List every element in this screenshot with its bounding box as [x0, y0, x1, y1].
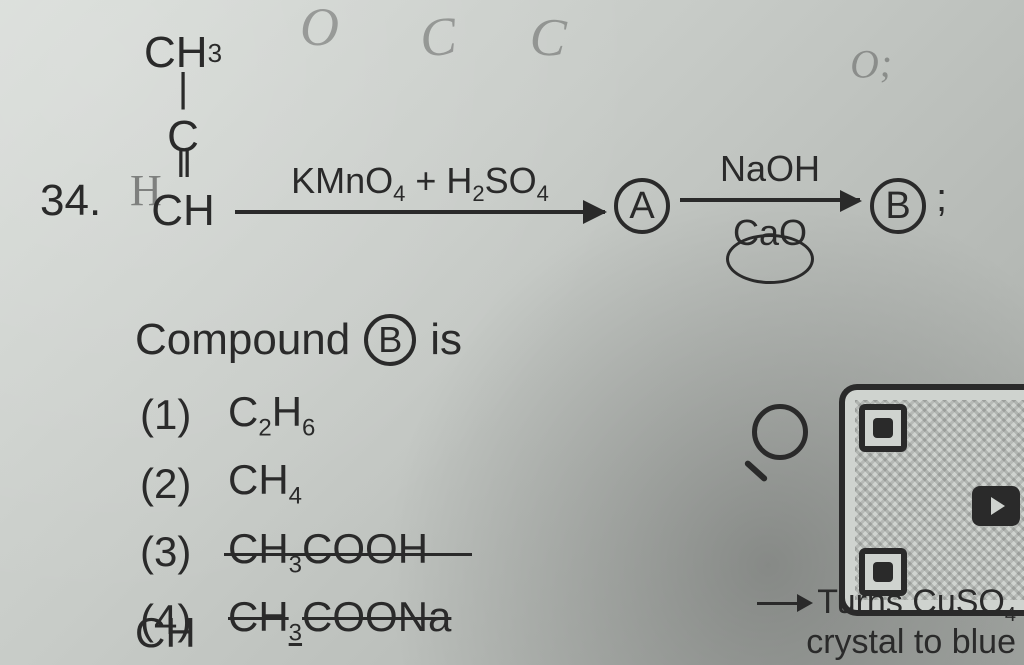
- qr-finder-icon: [859, 404, 907, 452]
- reagent-naoh: NaOH: [680, 148, 860, 190]
- option-3[interactable]: (3) CH3COOH: [140, 525, 451, 579]
- pencil-smudge: O: [300, 0, 339, 58]
- option-formula: C2H6: [228, 388, 315, 442]
- cutoff-formula: CH: [135, 609, 196, 663]
- question-number: 34.: [40, 176, 101, 226]
- option-formula: CH4: [228, 456, 302, 510]
- pencil-smudge: O;: [849, 39, 894, 88]
- compound-a-circle: A: [614, 178, 670, 234]
- option-number: (2): [140, 460, 214, 508]
- option-formula-struck: CH3COOH: [228, 525, 428, 579]
- pencil-smudge: C: [528, 5, 568, 69]
- option-formula-struck: CH3COONa: [228, 593, 451, 647]
- compound-b-circle: B: [870, 178, 926, 234]
- reagent-label-1: KMnO4 + H2SO4: [235, 160, 605, 207]
- question-prompt: Compound B is: [135, 314, 462, 366]
- pencil-overwrite: H: [130, 165, 162, 216]
- prompt-post: is: [430, 315, 462, 365]
- play-icon: [972, 486, 1020, 526]
- reaction-step-2: NaOH CaO: [680, 148, 860, 254]
- prompt-pre: Compound: [135, 315, 350, 365]
- reaction-arrow-icon: [680, 198, 860, 202]
- single-bond-vertical: |: [144, 78, 222, 112]
- cutoff-text: crystal to blue: [757, 625, 1016, 661]
- pencil-smudge: C: [417, 4, 459, 69]
- reaction-arrow-icon: [235, 210, 605, 214]
- compound-b-inline-circle: B: [364, 314, 416, 366]
- arrow-right-icon: [757, 592, 813, 616]
- option-2[interactable]: (2) CH4: [140, 456, 451, 510]
- reagent-cao: CaO: [680, 212, 860, 254]
- option-number: (3): [140, 528, 214, 576]
- next-question-fragment: Turns CuSO4 crystal to blue: [757, 585, 1016, 661]
- qr-code[interactable]: [839, 384, 1024, 616]
- semicolon: ;: [936, 176, 947, 221]
- option-1[interactable]: (1) C2H6: [140, 388, 451, 442]
- option-number: (1): [140, 391, 214, 439]
